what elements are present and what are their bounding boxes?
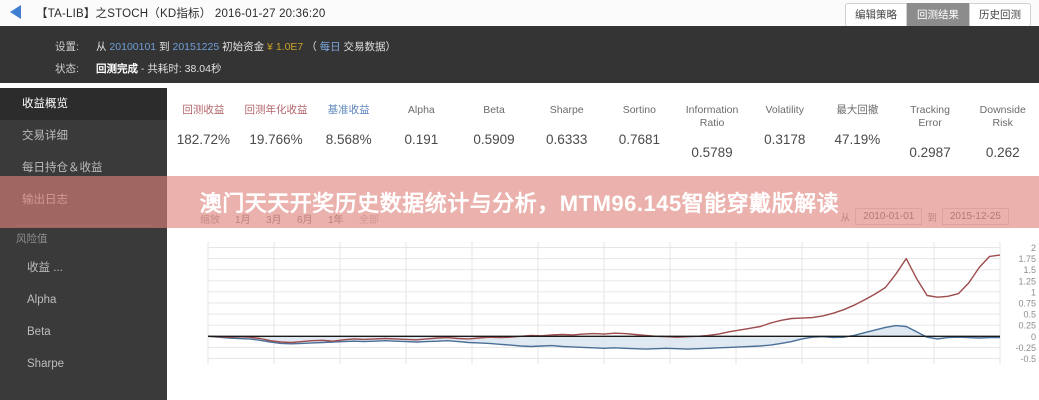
backtest-info-panel: 设置: 从 20100101 到 20151225 初始资金 ¥ 1.0E7 （… (0, 26, 1039, 83)
metric-backtest-return: 回测收益 182.72% (167, 88, 240, 160)
settings-label: 设置: (55, 41, 79, 53)
top-header-bar: 【TA-LIB】之STOCH（KD指标） 2016-01-27 20:36:20… (0, 0, 1039, 27)
date-from-input[interactable]: 2010-01-01 (855, 208, 923, 225)
sidebar-item-beta[interactable]: Beta (27, 326, 51, 338)
backtest-result-button[interactable]: 回测结果 (907, 3, 969, 27)
metric-value: 47.19% (834, 132, 881, 147)
svg-text:0.5: 0.5 (1023, 310, 1036, 320)
freq-tail: 交易数据） (343, 41, 397, 53)
settings-detail: 从 20100101 到 20151225 初始资金 ¥ 1.0E7 （ 每日 … (96, 39, 396, 54)
metric-value: 0.2987 (909, 145, 951, 160)
metric-max-drawdown: 最大回撤 47.19% (821, 88, 894, 160)
svg-text:0: 0 (1031, 332, 1036, 342)
returns-chart[interactable]: 2 1.75 1.5 1.25 1 0.75 0.5 0.25 0 -0.25 -0.5 (167, 234, 1039, 400)
svg-text:0.25: 0.25 (1018, 321, 1036, 331)
capital-label: 初始资金 (222, 41, 265, 53)
data-frequency: 每日 (319, 41, 341, 53)
svg-text:-0.5: -0.5 (1020, 354, 1036, 364)
metric-value: 0.262 (985, 145, 1020, 160)
settings-from-label: 从 (96, 41, 107, 53)
metric-label: Volatility (765, 104, 804, 116)
settings-to-label: 到 (159, 41, 170, 53)
zoom-1m-button[interactable]: 1月 (235, 215, 251, 226)
metric-value: 0.6333 (546, 132, 588, 147)
edit-strategy-button[interactable]: 编辑策略 (845, 3, 907, 27)
main-content: 回测收益 182.72% 回测年化收益 19.766% 基准收益 8.568% … (167, 88, 1039, 400)
date-from-label: 从 (840, 212, 851, 224)
date-to-label: 到 (927, 212, 937, 224)
header-button-group: 编辑策略 回测结果 历史回测 (845, 3, 1031, 27)
metric-label: Beta (483, 104, 505, 116)
svg-text:1.5: 1.5 (1023, 265, 1036, 275)
metric-sharpe: Sharpe 0.6333 (530, 88, 603, 160)
sidebar-item-alpha[interactable]: Alpha (27, 294, 57, 306)
status-detail: 回测完成 - 共耗时: 38.04秒 (96, 61, 221, 76)
metric-information-ratio: Information Ratio 0.5789 (676, 88, 749, 160)
sidebar-item-output-log[interactable]: 输出日志 (22, 194, 68, 206)
metric-label: Sharpe (549, 104, 584, 116)
sidebar-item-sharpe[interactable]: Sharpe (27, 358, 65, 370)
history-backtest-button[interactable]: 历史回测 (969, 3, 1031, 27)
page-title: 【TA-LIB】之STOCH（KD指标） 2016-01-27 20:36:20 (36, 8, 326, 20)
metric-alpha: Alpha 0.191 (385, 88, 458, 160)
metric-annualized-return: 回测年化收益 19.766% (240, 88, 313, 160)
zoom-1y-button[interactable]: 1年 (328, 215, 344, 226)
status-elapsed-time: 38.04秒 (184, 63, 222, 75)
metric-value: 19.766% (249, 132, 303, 147)
metric-label: Tracking Error (910, 104, 950, 129)
sidebar-item-trade-detail[interactable]: 交易详细 (22, 130, 68, 142)
metric-label: Alpha (407, 104, 435, 116)
metric-label: Downside Risk (979, 104, 1026, 129)
metric-label: 基准收益 (327, 104, 370, 116)
svg-text:1.25: 1.25 (1018, 276, 1036, 286)
metric-value: 0.3178 (764, 132, 806, 147)
metric-value: 0.5909 (473, 132, 515, 147)
metric-label: 最大回撤 (836, 104, 879, 116)
settings-end-date: 20151225 (172, 41, 220, 53)
sidebar-section-risk: 风险值 (16, 233, 48, 245)
freq-open-paren: （ (306, 41, 317, 53)
metric-label: 回测年化收益 (244, 104, 308, 116)
metrics-summary-table: 回测收益 182.72% 回测年化收益 19.766% 基准收益 8.568% … (167, 88, 1039, 160)
svg-text:1: 1 (1031, 287, 1036, 297)
zoom-3m-button[interactable]: 3月 (266, 215, 282, 226)
metric-tracking-error: Tracking Error 0.2987 (894, 88, 967, 160)
zoom-label: 缩放 (200, 215, 220, 226)
chart-range-controls: 缩放 1月 3月 6月 1年 全部 从 2010-01-01 到 2015-12… (167, 206, 1039, 230)
metric-value: 0.7681 (618, 132, 661, 147)
metric-label: Information Ratio (685, 104, 739, 129)
currency-symbol: ¥ (267, 41, 273, 53)
settings-start-date: 20100101 (109, 41, 157, 53)
metric-label: Sortino (622, 104, 656, 116)
svg-text:-0.25: -0.25 (1015, 343, 1036, 353)
svg-text:0.75: 0.75 (1018, 299, 1036, 309)
metric-value: 8.568% (325, 132, 372, 147)
capital-amount: 1.0E7 (275, 41, 304, 53)
metric-value: 0.5789 (691, 145, 733, 160)
metric-benchmark-return: 基准收益 8.568% (312, 88, 385, 160)
left-sidebar: 收益概览 交易详细 每日持仓＆收益 输出日志 风险值 收益 ... Alpha … (0, 88, 167, 400)
sidebar-item-return[interactable]: 收益 ... (27, 262, 63, 274)
metric-volatility: Volatility 0.3178 (748, 88, 821, 160)
status-label: 状态: (55, 63, 79, 75)
zoom-6m-button[interactable]: 6月 (297, 215, 313, 226)
back-arrow-icon[interactable] (10, 5, 21, 19)
status-separator: - 共耗时: (138, 63, 182, 75)
sidebar-item-overview[interactable]: 收益概览 (0, 88, 167, 120)
metric-value: 182.72% (176, 132, 230, 147)
metric-sortino: Sortino 0.7681 (603, 88, 676, 160)
metric-label: 回测收益 (182, 104, 225, 116)
metric-value: 0.191 (404, 132, 439, 147)
zoom-all-button[interactable]: 全部 (359, 215, 379, 226)
metric-beta: Beta 0.5909 (458, 88, 531, 160)
svg-text:2: 2 (1031, 243, 1036, 253)
returns-chart-svg: 21.751.51.251 0.750.50.250-0.25-0.5 (207, 242, 1036, 364)
svg-text:1.75: 1.75 (1018, 254, 1036, 264)
date-range-picker: 从 2010-01-01 到 2015-12-25 (836, 208, 1009, 225)
metric-downside-risk: Downside Risk 0.262 (966, 88, 1039, 160)
sidebar-item-daily-position[interactable]: 每日持仓＆收益 (22, 162, 103, 174)
date-to-input[interactable]: 2015-12-25 (941, 208, 1009, 225)
status-value: 回测完成 (96, 63, 138, 75)
